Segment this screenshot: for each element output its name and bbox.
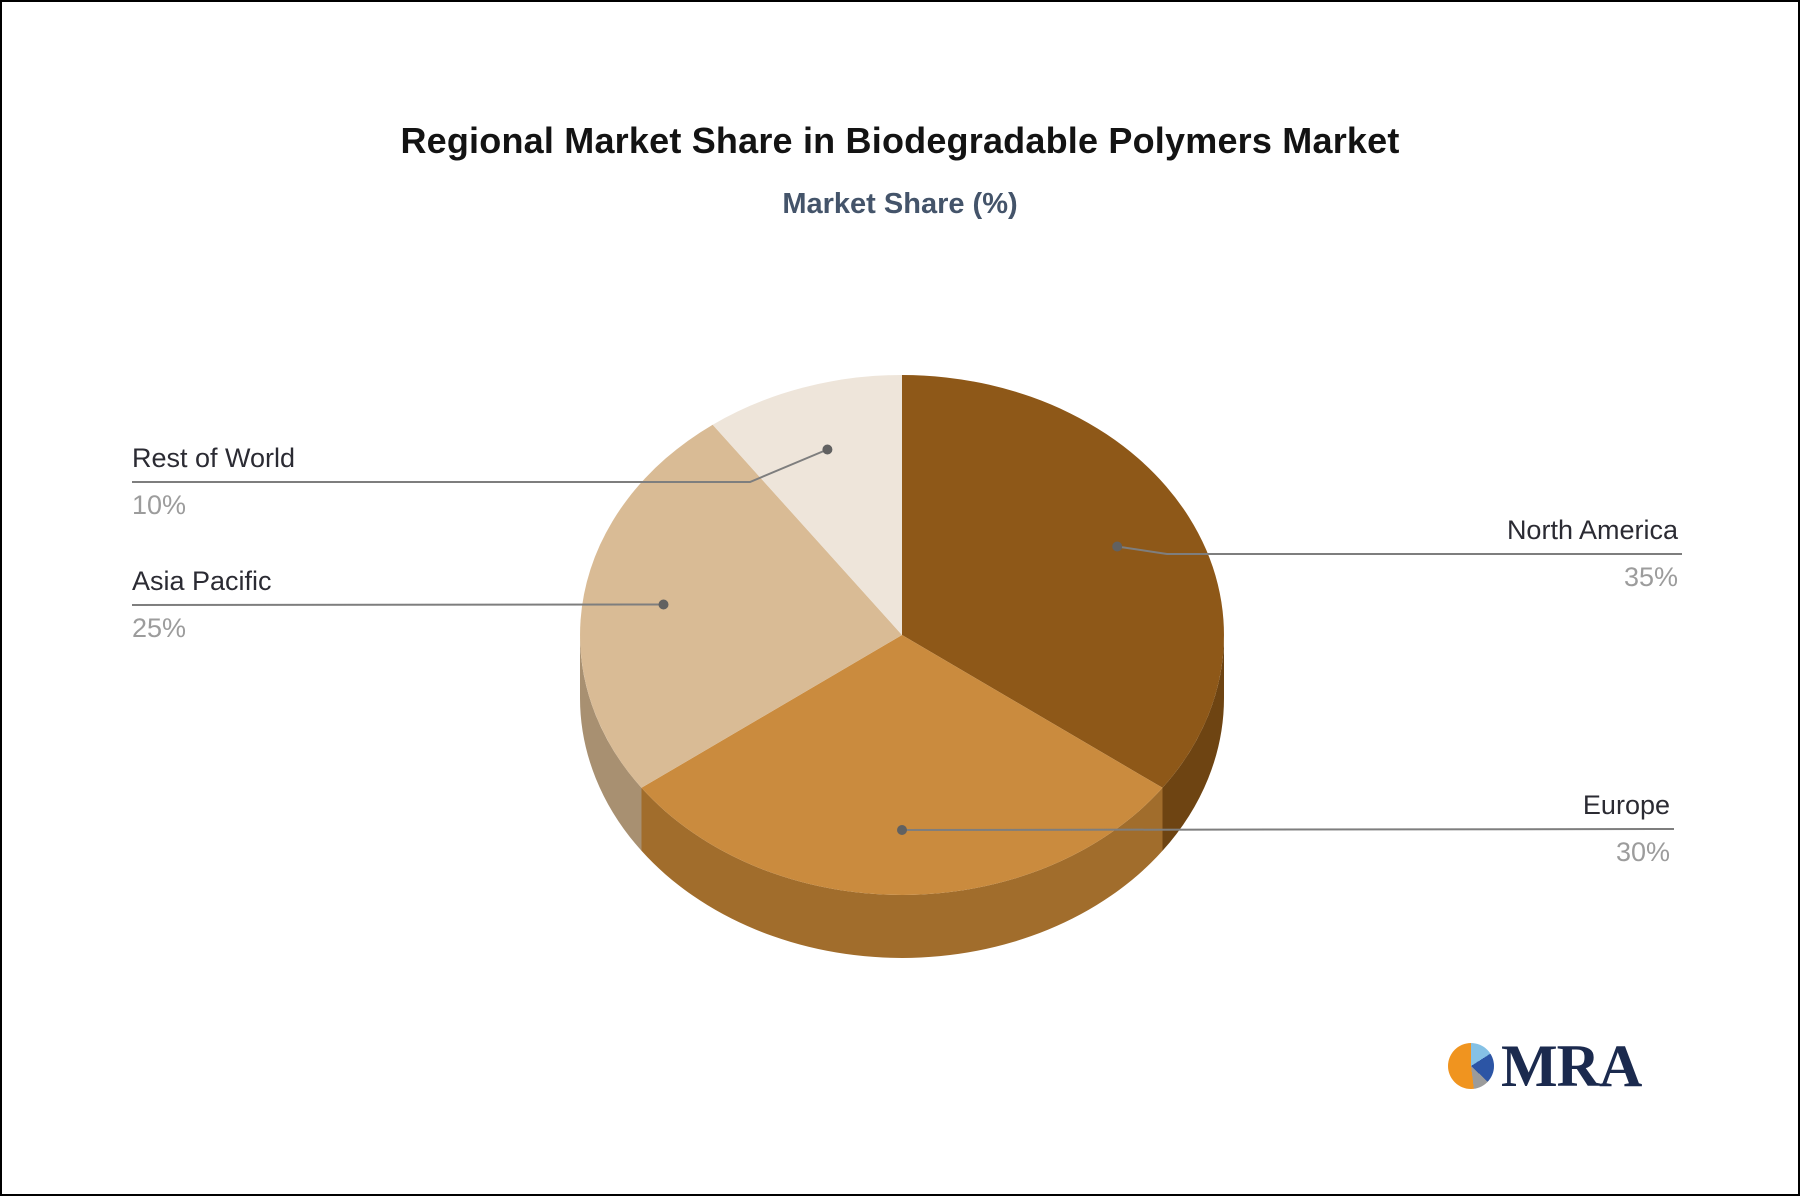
pie-slice-rest-of-world[interactable] [712,375,902,635]
slice-label-rest-of-world: Rest of World [132,443,296,473]
chart-title: Regional Market Share in Biodegradable P… [400,120,1400,161]
label-connector-north-america [1117,545,1682,555]
pie-slice-side-north-america [1162,635,1224,851]
slice-value-north-america: 35% [1623,562,1678,592]
slice-value-europe: 30% [1615,837,1670,867]
slice-value-rest-of-world: 10% [132,490,187,520]
label-connector-asia-pacific [131,603,664,606]
pie-slice-north-america[interactable] [902,375,1224,788]
label-dot-rest-of-world [822,444,833,455]
slice-label-asia-pacific: Asia Pacific [132,566,272,596]
logo-text: MRA [1501,1033,1642,1099]
label-connector-rest-of-world [132,448,828,483]
slice-label-europe: Europe [1582,790,1670,820]
label-dot-north-america [1112,541,1123,552]
slice-label-north-america: North America [1506,515,1678,545]
label-connector-europe [901,828,1675,831]
label-dot-europe [897,825,907,835]
pie-slice-side-asia-pacific [580,635,642,851]
label-dot-asia-pacific [658,599,669,610]
pie-slice-asia-pacific[interactable] [580,424,902,788]
brand-logo[interactable]: MRA [1448,1033,1642,1099]
logo-pie-icon [1448,1043,1494,1089]
pie-slice-side-europe [641,787,1163,958]
chart-subtitle: Market Share (%) [782,188,1018,220]
slice-value-asia-pacific: 25% [132,613,187,643]
